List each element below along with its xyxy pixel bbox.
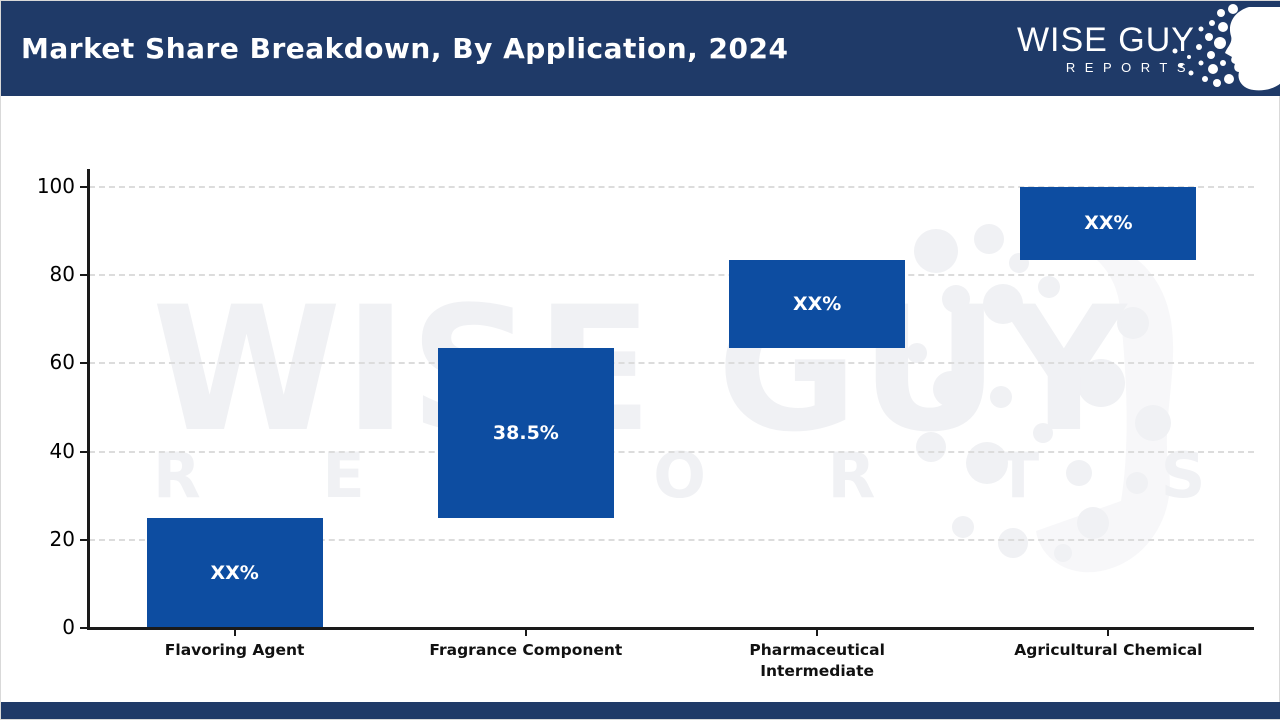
y-tick-mark <box>80 450 88 453</box>
y-tick-label: 0 <box>62 615 75 639</box>
footer-bar <box>1 702 1280 719</box>
y-axis-line <box>87 169 90 630</box>
category-label: Agricultural Chemical <box>1014 641 1203 659</box>
bar-segment: 38.5% <box>437 347 614 518</box>
gridline <box>89 274 1254 277</box>
x-tick-mark <box>524 628 527 636</box>
gridline <box>89 450 1254 453</box>
y-tick-label: 40 <box>49 438 75 463</box>
brand-logo-text: WISE GUY REPORTS <box>1017 23 1195 75</box>
bar-segment: XX% <box>729 259 906 348</box>
brand-name: WISE GUY <box>1016 21 1195 59</box>
category-label: Flavoring Agent <box>164 641 305 659</box>
y-tick-label: 60 <box>49 350 75 375</box>
bar-segment: XX% <box>1020 187 1197 260</box>
bar-segment: XX% <box>146 517 323 628</box>
y-tick-label: 80 <box>49 262 75 287</box>
category-label: Fragrance Component <box>429 641 623 659</box>
y-tick-mark <box>80 362 88 365</box>
y-tick-label: 20 <box>49 526 75 551</box>
brand-subname: REPORTS <box>1065 60 1195 75</box>
dotted-head-icon <box>1172 4 1280 91</box>
watermark-text-line1: WISE GUY <box>151 269 1129 470</box>
gridline <box>89 186 1254 188</box>
brand-logo: WISE GUY REPORTS <box>1013 1 1280 96</box>
x-tick-mark <box>233 628 236 636</box>
y-tick-label: 100 <box>36 174 75 198</box>
page-title: Market Share Breakdown, By Application, … <box>21 32 789 65</box>
x-axis-line <box>87 627 1254 630</box>
x-tick-mark <box>816 628 819 636</box>
category-label: Pharmaceutical Intermediate <box>749 641 885 680</box>
header-bar: Market Share Breakdown, By Application, … <box>1 1 1280 96</box>
y-tick-mark <box>80 538 88 541</box>
bar-value-label: XX% <box>1084 212 1133 235</box>
gridline <box>89 362 1254 365</box>
bar-value-label: XX% <box>792 292 842 315</box>
y-tick-mark <box>80 627 88 629</box>
x-tick-mark <box>1107 628 1110 636</box>
bar-value-label: 38.5% <box>492 421 559 444</box>
y-tick-mark <box>80 186 88 188</box>
y-tick-mark <box>80 274 88 277</box>
gridline <box>89 538 1254 541</box>
bar-value-label: XX% <box>210 561 259 584</box>
